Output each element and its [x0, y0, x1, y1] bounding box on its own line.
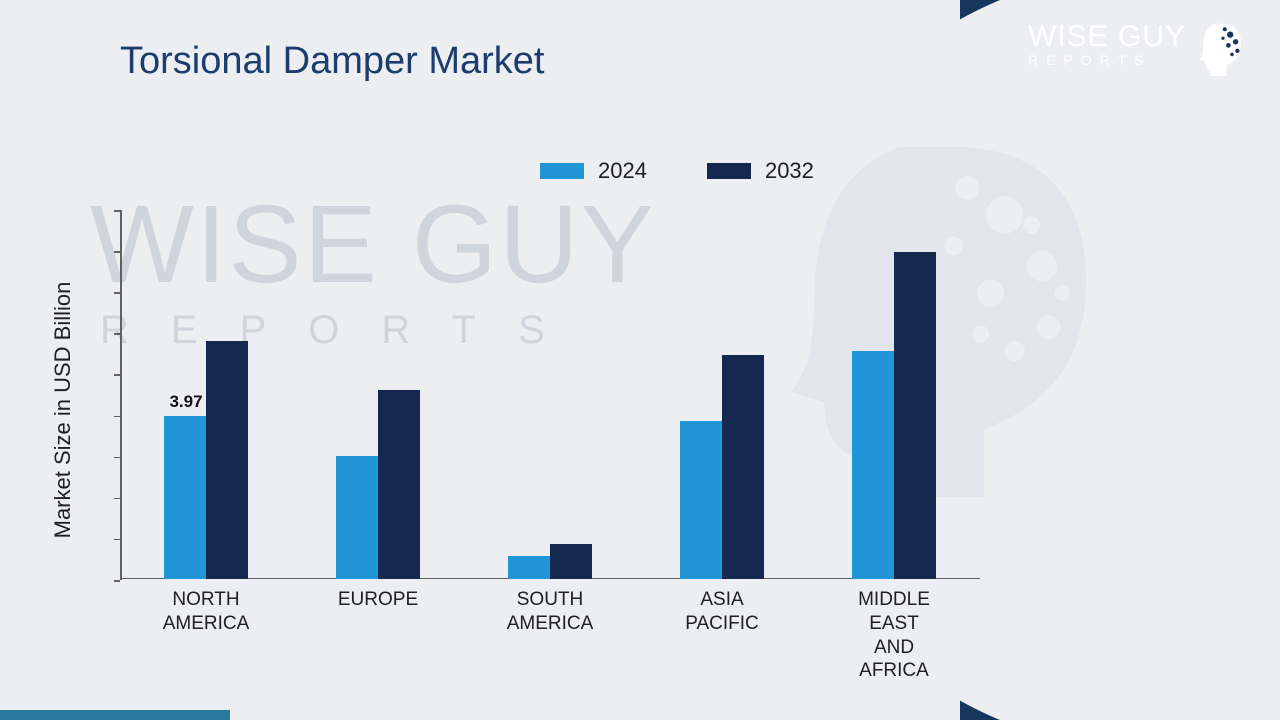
brand-sub: REPORTS: [1028, 52, 1151, 68]
chart-area: Market Size in USD Billion 2024 2032 3.9…: [60, 150, 1000, 690]
brand-head-icon: [1196, 20, 1250, 78]
chart-canvas: WISE GUY REPORTS Torsional Damper Market…: [0, 0, 1280, 720]
y-tick: [114, 251, 120, 253]
y-axis-label: Market Size in USD Billion: [50, 282, 76, 539]
bar-2024: [164, 416, 206, 579]
bar-2032: [378, 390, 420, 579]
y-tick: [114, 457, 120, 459]
x-category-label: ASIAPACIFIC: [657, 588, 787, 683]
footer-accent-bar: [0, 710, 230, 720]
bar-2032: [722, 355, 764, 579]
bar-value-label: 3.97: [146, 392, 226, 412]
bar-group: [508, 544, 592, 579]
legend-label-2032: 2032: [765, 158, 814, 184]
y-tick: [114, 498, 120, 500]
x-category-label: MIDDLEEASTANDAFRICA: [829, 588, 959, 683]
x-category-label: SOUTHAMERICA: [485, 588, 615, 683]
legend-swatch-2024: [540, 163, 584, 179]
legend-label-2024: 2024: [598, 158, 647, 184]
bar-2024: [336, 456, 378, 579]
y-tick: [114, 333, 120, 335]
x-category-label: EUROPE: [313, 588, 443, 683]
x-category-label: NORTHAMERICA: [141, 588, 271, 683]
plot-region: 3.97: [120, 210, 980, 580]
legend-item-2024: 2024: [540, 158, 647, 184]
brand-logo: WISE GUY REPORTS: [1028, 20, 1250, 78]
bar-2024: [508, 556, 550, 579]
y-tick: [114, 416, 120, 418]
y-tick: [114, 292, 120, 294]
legend-item-2032: 2032: [707, 158, 814, 184]
y-tick: [114, 210, 120, 212]
bar-2032: [206, 341, 248, 579]
y-tick: [114, 580, 120, 582]
brand-main: WISE GUY: [1028, 20, 1186, 54]
legend: 2024 2032: [540, 158, 814, 184]
bar-group: [336, 390, 420, 579]
chart-title: Torsional Damper Market: [120, 40, 544, 83]
bar-2032: [894, 252, 936, 579]
bar-group: [680, 355, 764, 579]
bar-group: 3.97: [164, 341, 248, 579]
bar-2032: [550, 544, 592, 579]
bar-2024: [680, 421, 722, 579]
legend-swatch-2032: [707, 163, 751, 179]
x-axis-labels: NORTHAMERICA EUROPE SOUTHAMERICA ASIAPACIFI…: [120, 588, 980, 683]
bar-groups: 3.97: [120, 210, 980, 579]
y-tick: [114, 539, 120, 541]
bar-2024: [852, 351, 894, 579]
bar-group: [852, 252, 936, 579]
y-tick: [114, 374, 120, 376]
